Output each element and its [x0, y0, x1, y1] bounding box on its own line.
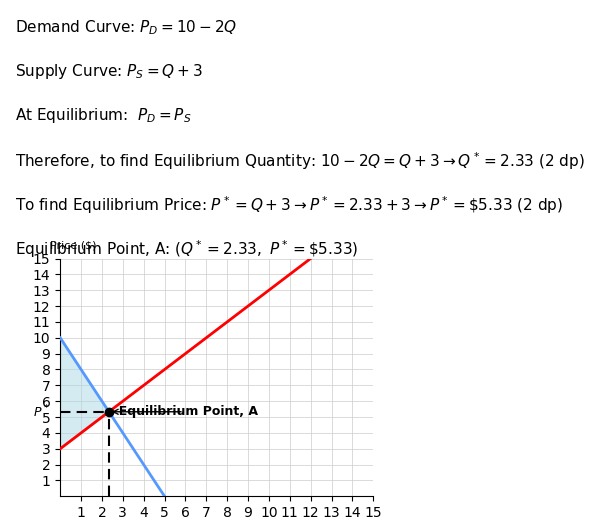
Text: Supply Curve: $P_S = Q + 3$: Supply Curve: $P_S = Q + 3$ [15, 62, 203, 81]
Text: Demand Curve: $P_D = 10 - 2Q$: Demand Curve: $P_D = 10 - 2Q$ [15, 18, 237, 37]
Text: Therefore, to find Equilibrium Quantity: $10 - 2Q = Q + 3 \rightarrow Q^* = 2.33: Therefore, to find Equilibrium Quantity:… [15, 150, 585, 172]
Text: Equilibrium Point, A: $(Q^* = 2.33,\  P^* = \$5.33)$: Equilibrium Point, A: $(Q^* = 2.33,\ P^*… [15, 238, 359, 260]
Text: Price ($): Price ($) [50, 240, 96, 251]
Text: $P^*$: $P^*$ [34, 403, 50, 420]
Text: To find Equilibrium Price: $P^* = Q + 3 \rightarrow P^* = 2.33 + 3 \rightarrow P: To find Equilibrium Price: $P^* = Q + 3 … [15, 194, 563, 216]
Text: Equilibrium Point, A: Equilibrium Point, A [110, 405, 258, 418]
Text: At Equilibrium:  $P_D = P_S$: At Equilibrium: $P_D = P_S$ [15, 106, 191, 125]
